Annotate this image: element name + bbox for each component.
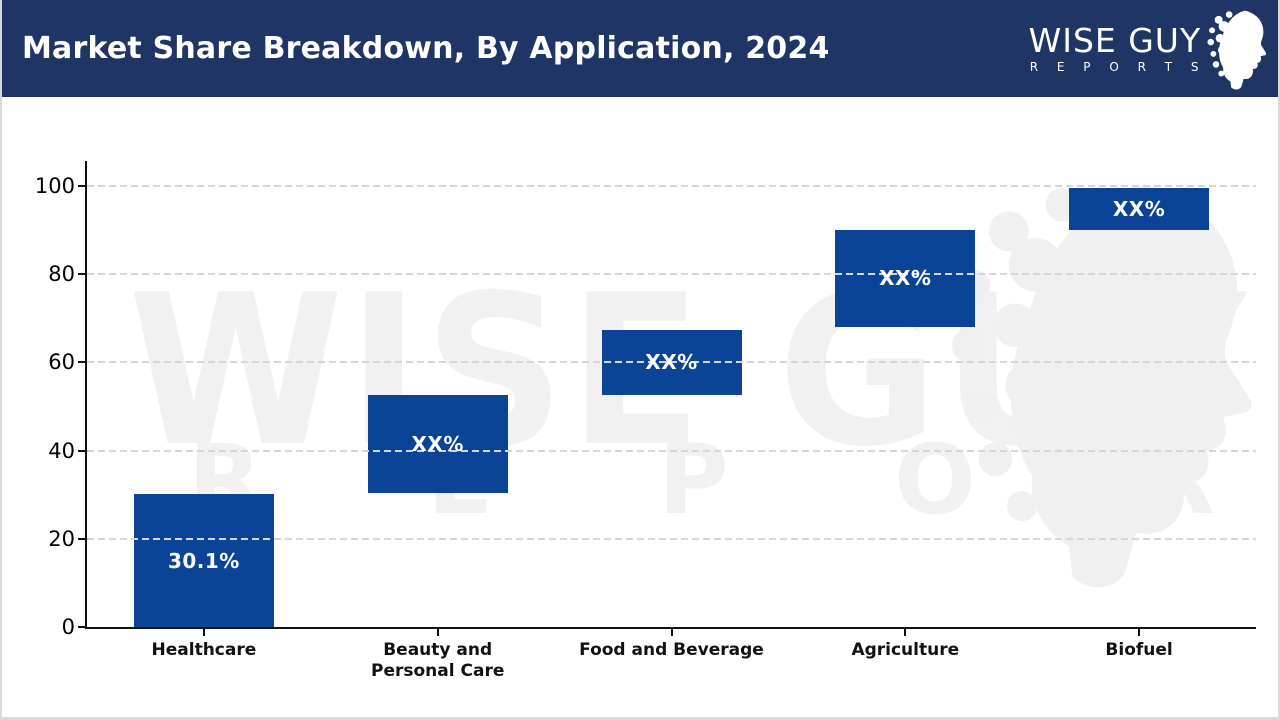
gridline [87,361,1256,364]
x-tick-mark [670,629,673,636]
logo-subtitle: R E P O R T S [1029,60,1206,74]
bar-value-label: XX% [879,266,932,291]
logo-brand-name: WISE GUY [1028,21,1202,60]
y-tick-mark [78,273,86,276]
x-tick-label: Agriculture [851,640,960,660]
x-tick-mark [436,629,439,636]
x-tick-mark [904,629,907,636]
bar [1069,188,1210,231]
x-tick-mark [1138,629,1141,636]
bar [133,494,274,627]
x-tick-mark [202,629,205,636]
y-tick-mark [78,626,86,628]
wiseguy-logo-text: WISE GUY R E P O R T S [1024,24,1206,73]
gridline [87,273,1256,276]
y-tick-mark [78,449,86,452]
bar [367,395,508,494]
bar-value-label: 30.1% [167,548,240,573]
x-tick-label: Biofuel [1105,640,1173,660]
y-tick-mark [78,361,86,364]
y-tick-mark [78,184,86,187]
watermark-head-icon [951,184,1252,588]
chart-plot-area: 30.1% XX% XX% XX% XX% [87,163,1256,627]
y-tick-label: 40 [48,438,75,463]
y-tick-label: 20 [48,526,75,551]
header-bar: Market Share Breakdown, By Application, … [0,0,1280,97]
y-tick-label: 80 [48,262,75,287]
y-tick-label: 0 [61,615,75,639]
bar-value-label: XX% [1112,197,1166,222]
x-tick-label: Healthcare [151,640,257,660]
y-tick-label: 100 [34,173,75,198]
wiseguy-logo: WISE GUY R E P O R T S [1024,0,1270,97]
gridline [87,537,1256,540]
gridline [87,184,1256,187]
bar-value-label: XX% [411,432,464,457]
x-axis [85,627,1256,629]
x-tick-label: Beauty and Personal Care [371,640,505,681]
x-tick-label: Food and Beverage [579,640,764,660]
bar [835,230,976,327]
bar-value-label: XX% [645,350,698,375]
wiseguy-head-icon [1207,10,1267,89]
gridline [87,449,1256,452]
y-tick-mark [78,537,86,540]
y-axis [85,161,87,629]
y-tick-label: 60 [48,350,75,375]
page-title: Market Share Breakdown, By Application, … [22,31,830,66]
